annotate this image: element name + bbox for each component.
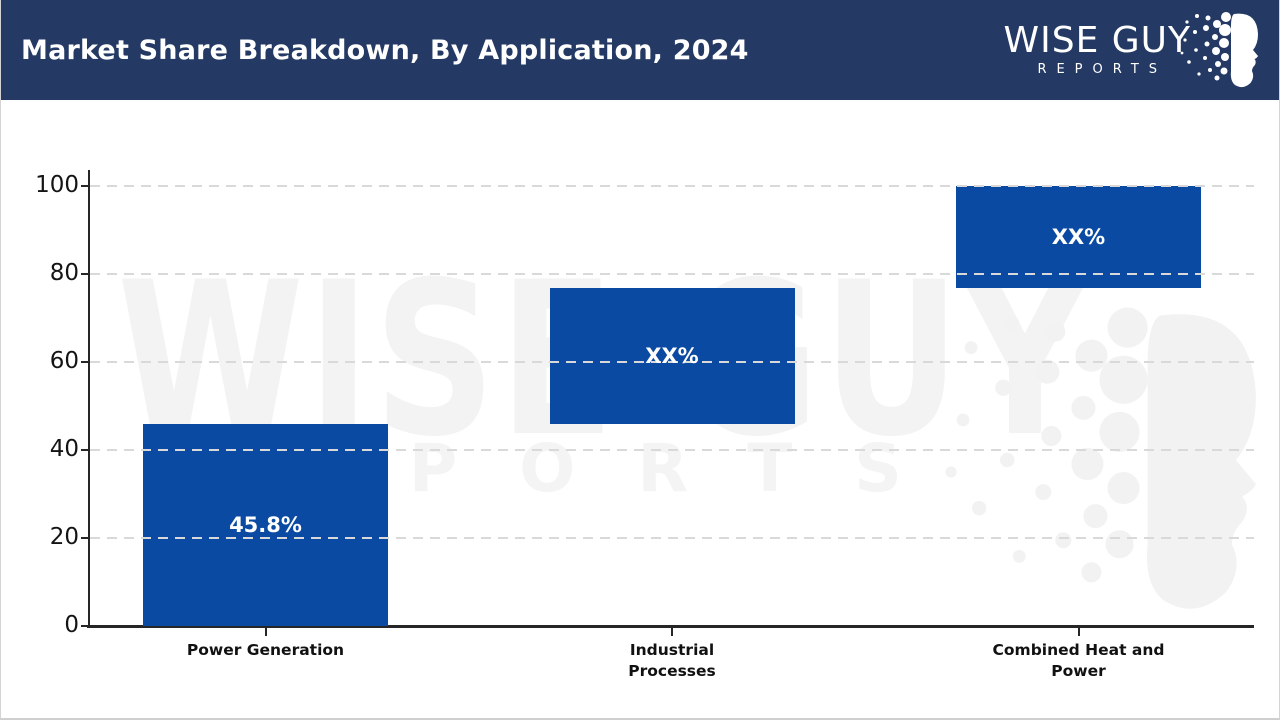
y-tick-label: 100 [35,171,79,198]
y-tick-label: 80 [49,259,79,286]
bar-value-label: XX% [645,344,699,369]
logo-subtitle: REPORTS [1037,62,1168,77]
y-axis-tick [81,184,89,187]
bar-value-label: 45.8% [229,513,302,538]
gridline [90,536,1254,539]
category-label: Industrial Processes [628,641,716,680]
logo-wordmark: WISE GUY [1003,20,1191,61]
gridline [90,272,1254,275]
logo-text: WISE GUY REPORTS [1004,22,1192,78]
y-axis-tick [81,536,89,539]
y-tick-label: 0 [64,612,79,638]
bar-segment [956,185,1201,288]
category-label: Combined Heat and Power [992,641,1165,680]
chart-plot-area: 45.8% XX% XX% 0 20 40 60 80 100 Power Generation I… [1,100,1279,718]
page-title: Market Share Breakdown, By Application, … [21,34,749,66]
bar-segment [549,287,795,425]
bar-segment [143,424,388,626]
y-tick-label: 40 [49,435,79,462]
y-axis-tick [81,625,89,627]
wise-guy-reports-logo: WISE GUY REPORTS [1004,6,1280,94]
x-axis-line [87,625,1254,628]
x-axis-tick [671,628,673,636]
y-tick-label: 60 [49,347,79,374]
gridline [90,448,1254,451]
bar-value-label: XX% [1051,224,1106,249]
x-axis-tick [264,628,267,636]
y-axis-tick [81,272,89,275]
watermark-face-icon [945,307,1256,609]
y-tick-label: 20 [49,523,79,550]
x-axis-tick [1077,628,1080,636]
gridline [90,184,1254,187]
y-axis-tick [81,360,89,363]
y-axis-tick [81,448,89,451]
header-bar: Market Share Breakdown, By Application, … [1,0,1280,100]
dotted-face-logo-icon [1180,12,1258,88]
category-label: Power Generation [186,641,345,659]
y-axis-line [88,170,90,628]
gridline [90,360,1254,363]
